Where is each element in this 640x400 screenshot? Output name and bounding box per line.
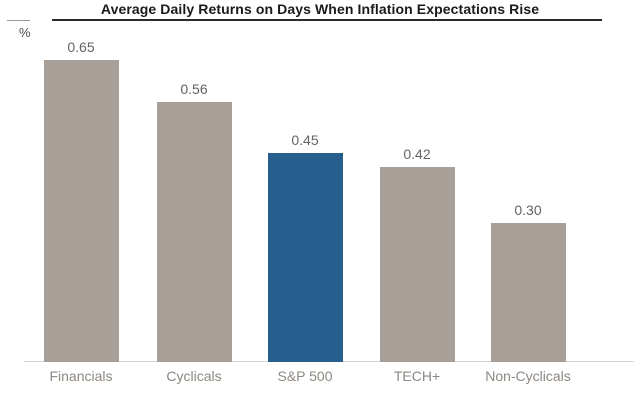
- value-label-cyclicals: 0.56: [180, 81, 208, 97]
- value-label-s-p-500: 0.45: [291, 132, 319, 148]
- bar-s-p-500: [267, 153, 343, 362]
- title-underline: [52, 19, 602, 21]
- top-left-rule: [7, 20, 30, 21]
- chart-title: Average Daily Returns on Days When Infla…: [100, 1, 540, 17]
- category-label-cyclicals: Cyclicals: [166, 368, 222, 384]
- category-label-s-p-500: S&P 500: [277, 368, 333, 384]
- value-label-tech: 0.42: [403, 146, 431, 162]
- category-label-non-cyclicals: Non-Cyclicals: [485, 368, 571, 384]
- bar-non-cyclicals: [490, 223, 566, 362]
- category-label-tech: TECH+: [393, 368, 441, 384]
- bar-cyclicals: [156, 102, 232, 362]
- y-axis-unit-label: %: [19, 25, 31, 40]
- value-label-non-cyclicals: 0.30: [514, 202, 542, 218]
- value-label-financials: 0.65: [67, 39, 95, 55]
- bar-tech: [379, 167, 455, 362]
- bar-financials: [43, 60, 119, 362]
- category-label-financials: Financials: [49, 368, 113, 384]
